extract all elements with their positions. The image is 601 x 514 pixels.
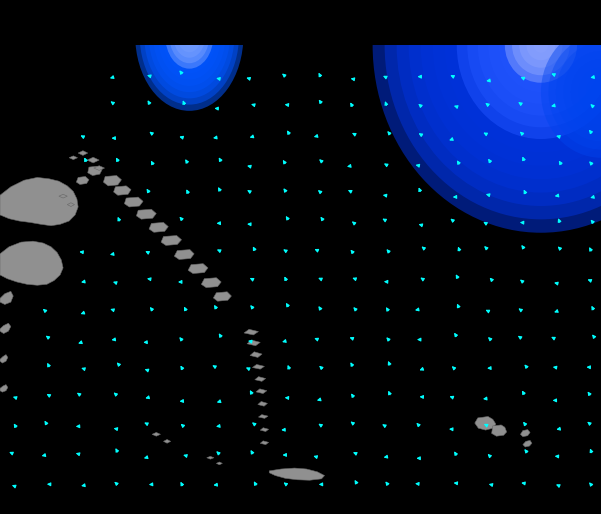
Ellipse shape — [520, 22, 562, 69]
Polygon shape — [247, 340, 260, 346]
Polygon shape — [0, 384, 8, 392]
Ellipse shape — [171, 11, 207, 61]
Ellipse shape — [421, 0, 601, 179]
Ellipse shape — [571, 59, 601, 125]
Ellipse shape — [505, 8, 577, 83]
Ellipse shape — [457, 0, 601, 139]
Ellipse shape — [149, 0, 230, 92]
Ellipse shape — [517, 19, 565, 72]
Ellipse shape — [162, 0, 216, 74]
Ellipse shape — [177, 20, 201, 52]
Polygon shape — [523, 440, 532, 447]
Text: Secondary Swell energy on Monday 09 Dec at 5am +11: Secondary Swell energy on Monday 09 Dec … — [76, 7, 525, 22]
Ellipse shape — [519, 23, 563, 68]
Ellipse shape — [548, 34, 601, 150]
Polygon shape — [0, 323, 11, 334]
Polygon shape — [0, 355, 8, 363]
Polygon shape — [216, 462, 222, 465]
Polygon shape — [475, 416, 496, 430]
Ellipse shape — [534, 38, 548, 53]
Ellipse shape — [457, 0, 601, 139]
Ellipse shape — [144, 0, 234, 98]
Polygon shape — [258, 415, 268, 418]
Ellipse shape — [140, 0, 239, 105]
Polygon shape — [252, 364, 264, 369]
Polygon shape — [213, 292, 231, 301]
Ellipse shape — [541, 27, 601, 158]
Ellipse shape — [182, 25, 197, 47]
Ellipse shape — [578, 67, 601, 117]
Polygon shape — [0, 177, 78, 226]
Polygon shape — [136, 209, 156, 219]
Ellipse shape — [169, 9, 209, 63]
Polygon shape — [188, 264, 208, 273]
Polygon shape — [76, 176, 89, 185]
Polygon shape — [124, 197, 143, 207]
Ellipse shape — [509, 10, 572, 80]
Ellipse shape — [185, 30, 194, 41]
Polygon shape — [94, 166, 105, 171]
Polygon shape — [201, 278, 221, 288]
Ellipse shape — [481, 0, 601, 112]
Polygon shape — [258, 401, 267, 406]
Ellipse shape — [157, 0, 221, 80]
Polygon shape — [520, 430, 530, 437]
Polygon shape — [207, 456, 214, 459]
Polygon shape — [260, 441, 269, 445]
Polygon shape — [255, 377, 266, 381]
Polygon shape — [260, 428, 269, 431]
Polygon shape — [149, 223, 168, 232]
Polygon shape — [250, 352, 262, 357]
Ellipse shape — [526, 30, 555, 60]
Polygon shape — [0, 291, 13, 304]
Ellipse shape — [385, 0, 601, 219]
Ellipse shape — [173, 14, 206, 58]
Ellipse shape — [445, 0, 601, 152]
Ellipse shape — [499, 0, 583, 92]
Ellipse shape — [469, 0, 601, 125]
Ellipse shape — [488, 0, 593, 104]
Text: Arrows show the wind wave direction: Arrows show the wind wave direction — [184, 29, 417, 42]
Polygon shape — [103, 176, 121, 186]
Ellipse shape — [433, 0, 601, 166]
Ellipse shape — [153, 0, 225, 86]
Polygon shape — [59, 194, 67, 198]
Polygon shape — [0, 241, 63, 285]
Ellipse shape — [556, 43, 601, 141]
Polygon shape — [244, 329, 258, 335]
Polygon shape — [492, 425, 507, 436]
Ellipse shape — [373, 0, 601, 233]
Polygon shape — [69, 156, 78, 160]
Ellipse shape — [135, 0, 243, 111]
Polygon shape — [88, 166, 102, 176]
Ellipse shape — [593, 84, 601, 100]
Polygon shape — [269, 468, 325, 480]
Polygon shape — [256, 389, 267, 394]
Polygon shape — [174, 250, 194, 260]
Ellipse shape — [505, 5, 577, 85]
Polygon shape — [67, 203, 75, 207]
Polygon shape — [161, 235, 182, 245]
Ellipse shape — [175, 17, 203, 54]
Ellipse shape — [167, 5, 212, 67]
Ellipse shape — [512, 15, 570, 75]
Ellipse shape — [397, 0, 601, 206]
Polygon shape — [78, 151, 88, 155]
Ellipse shape — [468, 0, 601, 127]
Polygon shape — [152, 432, 160, 436]
Polygon shape — [87, 157, 99, 163]
Ellipse shape — [165, 3, 213, 69]
Ellipse shape — [180, 23, 198, 48]
Ellipse shape — [564, 51, 601, 133]
Ellipse shape — [586, 76, 601, 108]
Ellipse shape — [409, 0, 601, 193]
Ellipse shape — [478, 0, 601, 116]
Ellipse shape — [530, 33, 552, 57]
Ellipse shape — [493, 0, 589, 99]
Polygon shape — [114, 186, 131, 195]
Polygon shape — [163, 439, 171, 443]
